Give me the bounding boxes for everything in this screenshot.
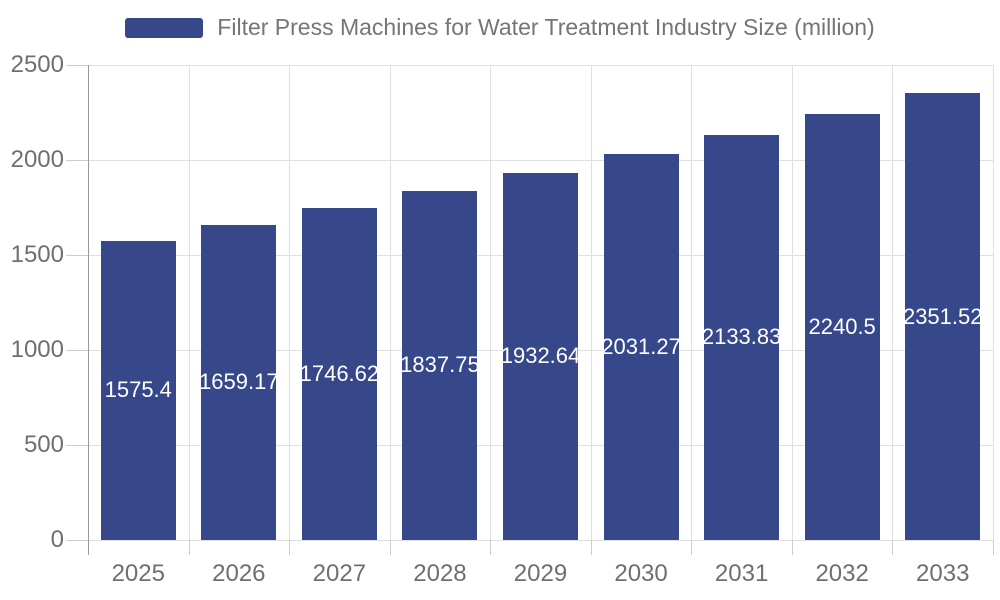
bar-value-label: 1837.75	[402, 352, 478, 378]
x-tick-label: 2025	[111, 560, 165, 587]
gridline-horizontal	[88, 540, 993, 541]
bar-value-label: 1932.64	[503, 343, 578, 369]
gridline-vertical	[691, 65, 693, 540]
x-axis-tick	[389, 540, 391, 555]
gridline-vertical	[188, 65, 190, 540]
y-tick-label: 1500	[10, 241, 64, 268]
bar-value-label: 2351.52	[905, 303, 981, 329]
y-axis-tick	[66, 65, 88, 66]
y-tick-label: 0	[50, 526, 64, 553]
y-axis-tick	[66, 255, 88, 256]
y-axis-tick	[66, 160, 88, 161]
x-tick-label: 2028	[413, 560, 467, 587]
gridline-vertical	[490, 65, 492, 540]
x-tick-label: 2032	[815, 560, 869, 587]
x-axis-tick	[791, 540, 793, 555]
gridline-vertical	[389, 65, 391, 540]
x-tick-label: 2030	[614, 560, 668, 587]
y-axis-line	[88, 65, 89, 555]
legend-label: Filter Press Machines for Water Treatmen…	[217, 14, 875, 40]
y-axis-tick	[66, 445, 88, 446]
bar[interactable]: 1659.17	[201, 224, 277, 540]
bar[interactable]: 2133.83	[704, 134, 780, 540]
bar-value-label: 2133.83	[704, 324, 780, 350]
gridline-vertical	[590, 65, 592, 540]
bar[interactable]: 2240.5	[804, 114, 880, 540]
y-axis-tick	[66, 540, 88, 541]
gridline-horizontal	[88, 160, 993, 161]
x-axis-tick	[188, 540, 190, 555]
y-tick-label: 2000	[10, 146, 64, 173]
x-axis-tick	[892, 540, 894, 555]
legend-item[interactable]: Filter Press Machines for Water Treatmen…	[0, 14, 1000, 41]
bar[interactable]: 2351.52	[905, 93, 981, 540]
gridline-vertical	[791, 65, 793, 540]
bar[interactable]: 1575.4	[100, 240, 176, 540]
gridline-horizontal	[88, 65, 993, 66]
bar-value-label: 1659.17	[201, 369, 277, 395]
y-tick-label: 2500	[10, 51, 64, 78]
x-axis-tick	[691, 540, 693, 555]
bar[interactable]: 2031.27	[603, 154, 679, 540]
y-tick-label: 1000	[10, 336, 64, 363]
bar-value-label: 1746.62	[301, 361, 377, 387]
x-tick-label: 2029	[513, 560, 568, 587]
x-tick-label: 2027	[312, 560, 367, 587]
bar[interactable]: 1932.64	[503, 172, 578, 540]
y-tick-label: 500	[23, 431, 64, 458]
gridline-vertical	[993, 65, 994, 540]
y-axis-tick	[66, 350, 88, 351]
legend-swatch-icon	[125, 17, 204, 38]
x-axis-tick	[993, 540, 994, 555]
gridline-vertical	[892, 65, 894, 540]
x-axis-tick	[490, 540, 492, 555]
x-tick-label: 2031	[714, 560, 769, 587]
bar-value-label: 2031.27	[603, 334, 679, 360]
bar[interactable]: 1837.75	[402, 190, 478, 540]
x-axis-tick	[289, 540, 291, 555]
x-tick-label: 2033	[916, 560, 970, 587]
bar-value-label: 2240.5	[808, 314, 876, 340]
bar-value-label: 1575.4	[104, 377, 172, 403]
gridline-vertical	[289, 65, 291, 540]
x-tick-label: 2026	[212, 560, 266, 587]
bar[interactable]: 1746.62	[301, 208, 377, 540]
x-axis-tick	[590, 540, 592, 555]
